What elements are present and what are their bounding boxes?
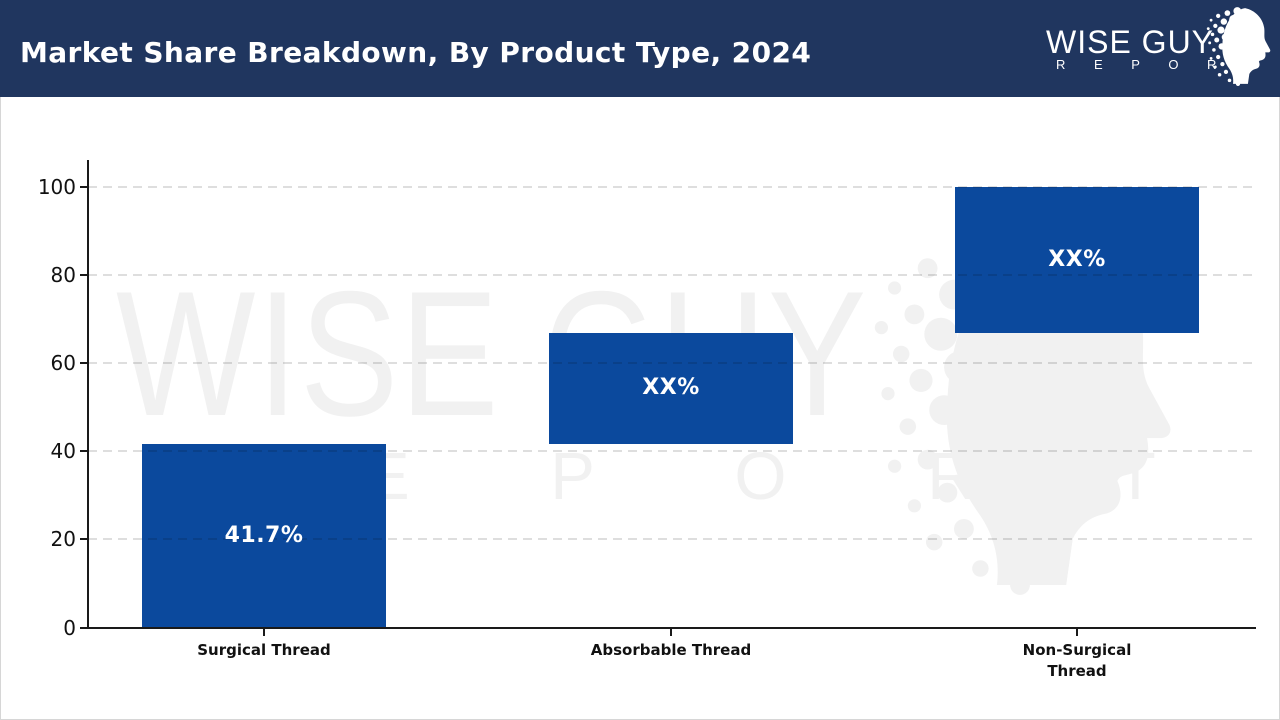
x-axis-tick (1076, 628, 1078, 636)
y-axis-tick-label: 20 (50, 527, 76, 552)
y-axis-tick (80, 185, 88, 188)
category-label-line: Thread (1047, 662, 1107, 680)
y-axis-tick (80, 450, 88, 453)
y-axis-tick-label: 80 (50, 262, 76, 287)
y-axis-tick-label: 60 (50, 350, 76, 375)
bar-segment (142, 443, 386, 628)
bar-value-label: XX% (1048, 246, 1106, 272)
y-axis-tick-label: 0 (63, 615, 76, 640)
category-label-line: Non-Surgical (1022, 641, 1132, 659)
category-label-line: Absorbable Thread (590, 641, 752, 659)
logo-reports-text: R E P O R T S (1056, 57, 1280, 72)
y-axis-tick (80, 273, 88, 276)
gridline (88, 361, 1256, 364)
x-axis-line (87, 626, 1256, 629)
bar-value-label: XX% (642, 375, 700, 401)
category-label: Surgical Thread (154, 640, 374, 661)
face-profile-dots-icon (1202, 6, 1274, 91)
x-axis-tick (263, 628, 265, 636)
x-axis-tick (670, 628, 672, 636)
y-axis-tick-label: 100 (37, 174, 76, 199)
header-bar: Market Share Breakdown, By Product Type,… (0, 0, 1280, 97)
gridline (88, 450, 1256, 453)
bar-value-label: 41.7% (224, 522, 304, 548)
category-label: Non-Surgical Thread (967, 640, 1187, 682)
gridline (88, 185, 1256, 188)
category-label: Absorbable Thread (561, 640, 781, 661)
category-label-line: Surgical Thread (197, 641, 331, 659)
bar-segment (549, 333, 793, 444)
y-axis-tick (80, 538, 88, 541)
y-axis-tick (80, 361, 88, 364)
gridline (88, 273, 1256, 276)
page-title: Market Share Breakdown, By Product Type,… (20, 36, 812, 69)
gridline (88, 538, 1256, 541)
logo-wiseguy-text: WISE GUY (1046, 24, 1215, 60)
y-axis-tick-label: 40 (50, 439, 76, 464)
y-axis-line (87, 160, 89, 629)
bar-segment (955, 186, 1199, 334)
y-axis-tick (80, 626, 88, 629)
